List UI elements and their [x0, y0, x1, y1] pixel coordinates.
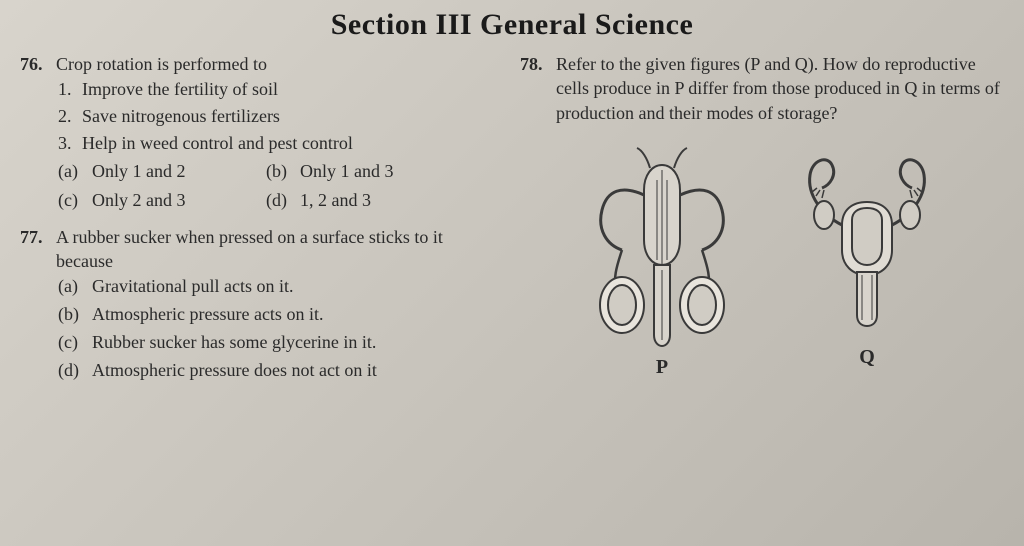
statement-1: 1. Improve the fertility of soil	[58, 76, 500, 103]
option-label: (d)	[58, 357, 86, 385]
option-a: (a) Only 1 and 2	[58, 157, 238, 186]
right-column: 78. Refer to the given figures (P and Q)…	[520, 52, 1004, 395]
statement-2: 2. Save nitrogenous fertilizers	[58, 103, 500, 130]
figure-label-q: Q	[859, 346, 875, 369]
option-text: Atmospheric pressure does not act on it	[92, 357, 377, 385]
question-header: 78. Refer to the given figures (P and Q)…	[520, 52, 1004, 125]
question-text: Refer to the given figures (P and Q). Ho…	[556, 52, 1004, 125]
figure-q: Q	[782, 140, 952, 379]
statement-3: 3. Help in weed control and pest control	[58, 130, 500, 157]
statement-number: 2.	[58, 103, 76, 130]
figures-container: P	[520, 140, 1004, 379]
option-text: 1, 2 and 3	[300, 186, 371, 215]
statement-number: 3.	[58, 130, 76, 157]
option-label: (b)	[266, 157, 294, 186]
option-label: (b)	[58, 301, 86, 329]
option-text: Gravitational pull acts on it.	[92, 273, 293, 301]
option-d: (d) 1, 2 and 3	[266, 186, 446, 215]
question-76: 76. Crop rotation is performed to 1. Imp…	[20, 52, 500, 215]
question-77: 77. A rubber sucker when pressed on a su…	[20, 225, 500, 385]
option-text: Only 2 and 3	[92, 186, 186, 215]
option-text: Only 1 and 3	[300, 157, 394, 186]
option-label: (a)	[58, 157, 86, 186]
option-c: (c) Rubber sucker has some glycerine in …	[58, 329, 500, 357]
option-label: (a)	[58, 273, 86, 301]
option-text: Rubber sucker has some glycerine in it.	[92, 329, 376, 357]
question-number: 77.	[20, 225, 50, 249]
female-reproductive-diagram-icon	[782, 140, 952, 340]
question-text: Crop rotation is performed to	[56, 52, 500, 76]
question-header: 77. A rubber sucker when pressed on a su…	[20, 225, 500, 274]
option-label: (c)	[58, 186, 86, 215]
left-column: 76. Crop rotation is performed to 1. Imp…	[20, 52, 500, 395]
option-b: (b) Only 1 and 3	[266, 157, 446, 186]
figure-p: P	[572, 140, 752, 379]
page-content: Section III General Science 76. Crop rot…	[20, 8, 1004, 538]
option-text: Only 1 and 2	[92, 157, 186, 186]
option-label: (c)	[58, 329, 86, 357]
question-78: 78. Refer to the given figures (P and Q)…	[520, 52, 1004, 379]
option-text: Atmospheric pressure acts on it.	[92, 301, 323, 329]
statement-number: 1.	[58, 76, 76, 103]
question-number: 78.	[520, 52, 550, 76]
option-c: (c) Only 2 and 3	[58, 186, 238, 215]
question-header: 76. Crop rotation is performed to	[20, 52, 500, 76]
statement-text: Improve the fertility of soil	[82, 76, 278, 103]
option-b: (b) Atmospheric pressure acts on it.	[58, 301, 500, 329]
option-d: (d) Atmospheric pressure does not act on…	[58, 357, 500, 385]
male-reproductive-diagram-icon	[572, 140, 752, 350]
question-text: A rubber sucker when pressed on a surfac…	[56, 225, 500, 274]
two-column-layout: 76. Crop rotation is performed to 1. Imp…	[20, 52, 1004, 395]
statement-text: Help in weed control and pest control	[82, 130, 353, 157]
option-a: (a) Gravitational pull acts on it.	[58, 273, 500, 301]
option-label: (d)	[266, 186, 294, 215]
figure-label-p: P	[656, 356, 668, 379]
statements-list: 1. Improve the fertility of soil 2. Save…	[58, 76, 500, 157]
question-number: 76.	[20, 52, 50, 76]
statement-text: Save nitrogenous fertilizers	[82, 103, 280, 130]
options-list: (a) Gravitational pull acts on it. (b) A…	[58, 273, 500, 385]
options-grid: (a) Only 1 and 2 (b) Only 1 and 3 (c) On…	[58, 157, 500, 215]
section-title: Section III General Science	[20, 8, 1004, 42]
